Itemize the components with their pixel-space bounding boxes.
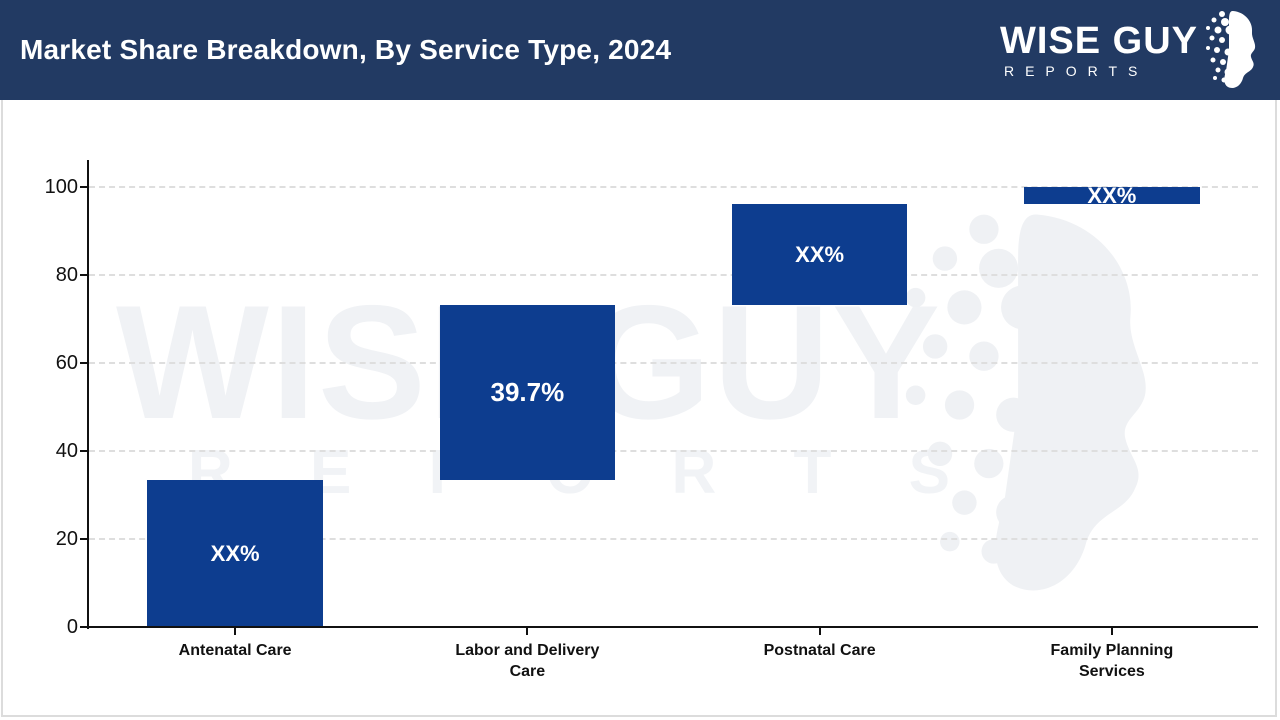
x-axis-tick-mark <box>818 627 821 635</box>
x-axis-tick-mark <box>526 627 529 635</box>
bar-3: XX% <box>731 204 908 306</box>
bar-value-label: XX% <box>1087 182 1137 208</box>
x-axis-line <box>87 626 1258 628</box>
y-axis-tick-mark <box>80 538 88 540</box>
bar-value-label: 39.7% <box>490 377 565 408</box>
brand-logo: WISE GUY REPORTS <box>1000 8 1266 92</box>
bar-value-label: XX% <box>210 540 260 566</box>
y-axis-tick-label: 80 <box>55 264 78 286</box>
x-axis-category-label: Antenatal Care <box>178 642 292 659</box>
gridline-100 <box>89 186 1258 188</box>
y-axis-tick-mark <box>80 626 88 628</box>
x-axis-category-label: Labor and Delivery Care <box>455 642 600 680</box>
brand-face-icon <box>1206 10 1256 88</box>
y-axis-tick-label: 100 <box>44 176 78 198</box>
brand-logo-subtitle: REPORTS <box>1003 62 1149 79</box>
y-axis-tick-mark <box>80 362 88 364</box>
y-axis-tick-mark <box>80 450 88 452</box>
x-axis-category-label: Postnatal Care <box>763 642 876 659</box>
waterfall-chart: 0 20 40 60 80 100 XX% Antenatal Care 39.7% Labor … <box>0 100 1280 716</box>
watermark-face-icon <box>905 214 1146 591</box>
page-title: Market Share Breakdown, By Service Type,… <box>20 34 672 65</box>
y-axis-line <box>87 160 89 629</box>
y-axis-tick-mark <box>80 186 88 188</box>
brand-logo-text: WISE GUY REPORTS <box>1000 21 1198 80</box>
y-axis-tick-label: 0 <box>66 616 78 638</box>
bar-1: XX% <box>147 480 323 627</box>
gridline-80 <box>89 274 1258 276</box>
bar-value-label: XX% <box>795 241 845 267</box>
bar-4: XX% <box>1024 183 1200 208</box>
brand-logo-name: WISE GUY <box>999 19 1198 62</box>
x-axis-tick-mark <box>1110 627 1113 635</box>
bar-2: 39.7% <box>439 305 616 481</box>
gridline-60 <box>89 362 1258 364</box>
y-axis-tick-label: 40 <box>55 440 78 462</box>
y-axis-tick-label: 20 <box>55 528 78 550</box>
y-axis-tick-label: 60 <box>55 352 78 374</box>
y-axis-tick-mark <box>80 274 88 276</box>
gridline-40 <box>89 450 1258 452</box>
header-bar: Market Share Breakdown, By Service Type,… <box>0 0 1280 100</box>
x-axis-category-label: Family Planning Services <box>1050 642 1174 680</box>
x-axis-tick-mark <box>234 627 237 635</box>
gridline-20 <box>89 538 1258 540</box>
